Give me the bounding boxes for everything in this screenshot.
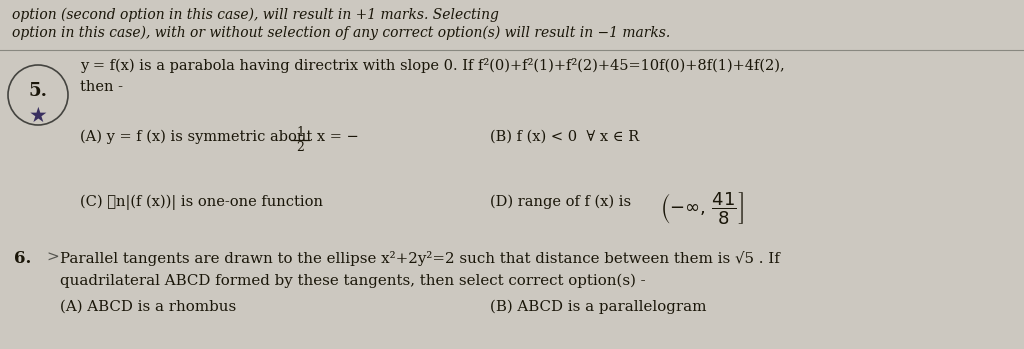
Text: option (second option in this case), will result in +1 marks. Selecting: option (second option in this case), wil… (12, 8, 499, 22)
Text: (A) y = f (x) is symmetric about x = −: (A) y = f (x) is symmetric about x = − (80, 130, 358, 144)
Text: 6.: 6. (14, 250, 32, 267)
Text: (D) range of f (x) is: (D) range of f (x) is (490, 195, 631, 209)
Text: y = f(x) is a parabola having directrix with slope 0. If f²(0)+f²(1)+f²(2)+45=10: y = f(x) is a parabola having directrix … (80, 58, 784, 73)
Circle shape (8, 65, 68, 125)
Text: 5.: 5. (29, 82, 47, 100)
Text: (B) ABCD is a parallelogram: (B) ABCD is a parallelogram (490, 300, 707, 314)
Text: 1: 1 (296, 126, 304, 139)
Text: Parallel tangents are drawn to the ellipse x²+2y²=2 such that distance between t: Parallel tangents are drawn to the ellip… (60, 251, 780, 266)
Text: (A) ABCD is a rhombus: (A) ABCD is a rhombus (60, 300, 237, 314)
Text: (C) ℓn|(f (x))| is one-one function: (C) ℓn|(f (x))| is one-one function (80, 195, 323, 210)
Text: quadrilateral ABCD formed by these tangents, then select correct option(s) -: quadrilateral ABCD formed by these tange… (60, 274, 645, 288)
Text: ★: ★ (29, 106, 47, 126)
Text: >: > (46, 251, 58, 265)
Text: 2: 2 (296, 141, 304, 154)
Text: option in this case), with or without selection of any correct option(s) will re: option in this case), with or without se… (12, 26, 671, 40)
Text: (B) f (x) < 0  ∀ x ∈ R: (B) f (x) < 0 ∀ x ∈ R (490, 130, 639, 144)
Text: then -: then - (80, 80, 123, 94)
Text: $\left(-\infty,\,\dfrac{41}{8}\right]$: $\left(-\infty,\,\dfrac{41}{8}\right]$ (660, 190, 743, 226)
